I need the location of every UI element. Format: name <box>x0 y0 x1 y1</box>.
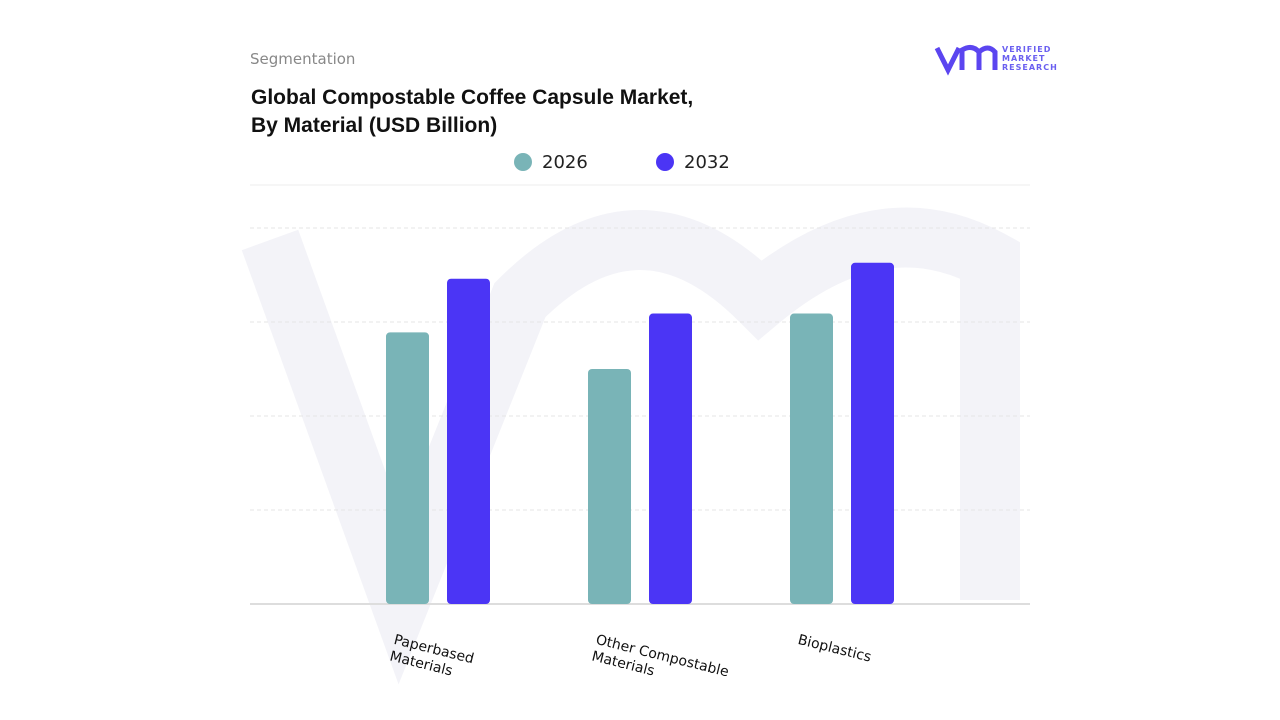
logo-line: RESEARCH <box>1002 63 1058 72</box>
chart-title: Global Compostable Coffee Capsule Market… <box>251 84 693 140</box>
bar <box>790 313 833 604</box>
bar <box>588 369 631 604</box>
bar <box>386 332 429 604</box>
bar <box>851 262 894 604</box>
title-line: Global Compostable Coffee Capsule Market… <box>251 86 694 109</box>
bar <box>649 313 692 604</box>
legend-swatch <box>514 153 532 171</box>
logo-text: VERIFIED MARKET RESEARCH <box>1002 45 1058 72</box>
logo-line: MARKET <box>1002 54 1046 63</box>
legend-label: 2026 <box>542 152 588 173</box>
bar <box>447 278 490 604</box>
header: Segmentation <box>250 50 356 68</box>
watermark <box>241 207 1020 685</box>
logo-line: VERIFIED <box>1002 45 1052 54</box>
legend-label: 2032 <box>684 152 730 173</box>
legend-swatch <box>656 153 674 171</box>
title-line: By Material (USD Billion) <box>251 114 498 137</box>
logo-mark <box>934 44 998 76</box>
